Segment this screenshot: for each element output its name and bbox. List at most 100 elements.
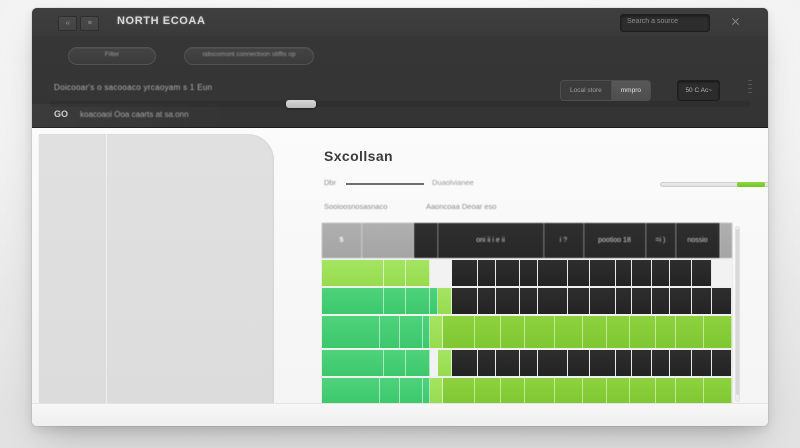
table-cell[interactable]	[478, 260, 496, 286]
table-cell[interactable]	[525, 316, 555, 348]
grid-header-cell[interactable]	[414, 223, 438, 258]
table-cell[interactable]	[616, 260, 632, 286]
table-cell[interactable]	[430, 316, 444, 348]
search-input[interactable]: Search a source	[620, 14, 710, 32]
table-cell[interactable]	[692, 260, 712, 286]
table-cell[interactable]	[452, 350, 478, 376]
table-cell[interactable]	[670, 288, 692, 314]
table-cell[interactable]	[582, 316, 608, 348]
table-cell[interactable]	[652, 260, 670, 286]
grid-header-cell[interactable]: pootioo 18	[584, 223, 646, 258]
grid-header-cell[interactable]: =i )	[646, 223, 676, 258]
table-cell[interactable]	[590, 288, 616, 314]
table-cell[interactable]	[452, 288, 478, 314]
horizontal-scrollbar[interactable]	[50, 100, 750, 108]
table-cell[interactable]	[474, 316, 501, 348]
table-cell[interactable]	[500, 316, 526, 348]
table-cell[interactable]	[616, 288, 632, 314]
data-count-button[interactable]: 50 C Ac~	[677, 80, 720, 101]
table-cell[interactable]	[322, 316, 380, 348]
table-cell[interactable]	[406, 288, 430, 314]
table-row[interactable]	[322, 350, 732, 376]
table-cell[interactable]	[496, 350, 520, 376]
close-icon[interactable]	[731, 17, 740, 26]
table-cell[interactable]	[632, 350, 652, 376]
table-cell[interactable]	[422, 378, 431, 405]
table-cell[interactable]	[430, 378, 444, 405]
table-cell[interactable]	[670, 260, 692, 286]
table-cell[interactable]	[384, 260, 406, 286]
grid-header-cell[interactable]: 5	[322, 223, 362, 258]
table-cell[interactable]	[607, 378, 630, 405]
table-cell[interactable]	[496, 288, 520, 314]
table-cell[interactable]	[692, 288, 712, 314]
table-cell[interactable]	[478, 288, 496, 314]
table-cell[interactable]	[496, 260, 520, 286]
table-cell[interactable]	[438, 350, 452, 376]
table-cell[interactable]	[712, 260, 732, 286]
table-cell[interactable]	[406, 260, 430, 286]
view-mode-segmented-control[interactable]: Local store mmpro	[559, 80, 651, 101]
table-cell[interactable]	[676, 378, 705, 405]
table-cell[interactable]	[443, 378, 475, 405]
table-cell[interactable]	[590, 350, 616, 376]
table-cell[interactable]	[616, 350, 632, 376]
table-cell[interactable]	[632, 288, 652, 314]
table-cell[interactable]	[384, 350, 406, 376]
table-cell[interactable]	[629, 378, 656, 405]
table-cell[interactable]	[582, 378, 608, 405]
table-cell[interactable]	[712, 350, 732, 376]
data-grid[interactable]: 5 oni ii i e ii i ? pootioo 18 =i ) nossio	[322, 223, 733, 405]
grid-header-cell[interactable]	[362, 223, 414, 258]
table-cell[interactable]	[525, 378, 555, 405]
table-cell[interactable]	[692, 350, 712, 376]
table-cell[interactable]	[443, 316, 475, 348]
table-cell[interactable]	[590, 260, 616, 286]
table-cell[interactable]	[500, 378, 526, 405]
table-cell[interactable]	[704, 378, 733, 405]
table-cell[interactable]	[655, 378, 677, 405]
table-cell[interactable]	[400, 378, 423, 405]
table-cell[interactable]	[704, 316, 733, 348]
table-cell[interactable]	[322, 350, 384, 376]
table-cell[interactable]	[568, 260, 590, 286]
segment-mmpro[interactable]: mmpro	[611, 81, 650, 100]
table-cell[interactable]	[430, 350, 438, 376]
table-cell[interactable]	[652, 288, 670, 314]
table-cell[interactable]	[520, 260, 538, 286]
table-cell[interactable]	[670, 350, 692, 376]
table-cell[interactable]	[607, 316, 630, 348]
table-cell[interactable]	[568, 350, 590, 376]
table-row[interactable]	[322, 378, 733, 405]
table-cell[interactable]	[538, 260, 568, 286]
back-button[interactable]: ‹‹	[58, 16, 77, 31]
progress-slider[interactable]	[660, 180, 768, 188]
grid-header-cell[interactable]	[720, 223, 732, 258]
grid-header-cell[interactable]: nossio	[676, 223, 720, 258]
table-cell[interactable]	[322, 288, 384, 314]
table-cell[interactable]	[520, 350, 538, 376]
table-cell[interactable]	[676, 316, 705, 348]
table-cell[interactable]	[538, 288, 568, 314]
table-cell[interactable]	[520, 288, 538, 314]
table-row[interactable]	[322, 316, 733, 348]
table-cell[interactable]	[438, 288, 452, 314]
table-cell[interactable]	[322, 378, 380, 405]
table-cell[interactable]	[478, 350, 496, 376]
table-cell[interactable]	[568, 288, 590, 314]
table-cell[interactable]	[400, 316, 423, 348]
table-cell[interactable]	[430, 288, 438, 314]
table-cell[interactable]	[655, 316, 677, 348]
table-cell[interactable]	[712, 288, 732, 314]
grid-header-cell[interactable]: oni ii i e ii	[438, 223, 544, 258]
forward-button[interactable]: ≡	[80, 16, 99, 31]
vertical-scrollbar[interactable]	[735, 226, 740, 402]
table-cell[interactable]	[379, 316, 401, 348]
table-cell[interactable]	[554, 316, 583, 348]
grid-header-cell[interactable]: i ?	[544, 223, 584, 258]
table-cell[interactable]	[384, 288, 406, 314]
table-cell[interactable]	[554, 378, 583, 405]
segment-local-store[interactable]: Local store	[561, 81, 612, 100]
sidebar-panel[interactable]	[38, 134, 274, 420]
table-cell[interactable]	[322, 260, 384, 286]
